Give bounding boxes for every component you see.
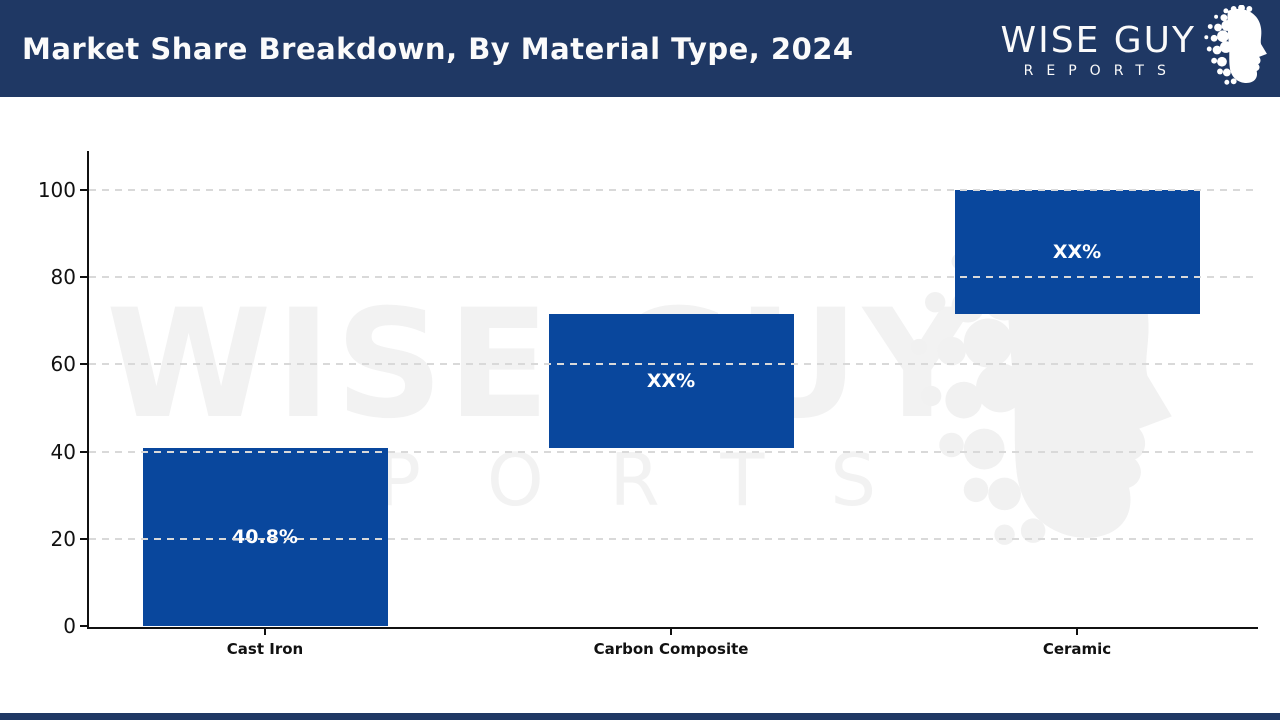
gridline: [89, 450, 1256, 453]
y-axis-tick-label: 60: [50, 352, 76, 377]
bar-carbon-composite: XX%: [548, 313, 794, 449]
x-axis-category-label: Ceramic: [1042, 640, 1112, 658]
x-axis-line: [87, 627, 1258, 629]
x-axis-tick-mark: [264, 629, 266, 635]
bar-value-label: 40.8%: [232, 526, 298, 549]
wiseguy-logo-text: WISE GUY REPORTS: [1001, 20, 1197, 79]
x-axis-tick-mark: [670, 629, 672, 635]
y-axis-tick-label: 20: [50, 526, 76, 551]
logo-wordmark: WISE GUY: [1000, 19, 1196, 61]
gridline: [89, 276, 1256, 279]
page-title: Market Share Breakdown, By Material Type…: [22, 31, 854, 66]
y-axis-tick-mark: [80, 450, 88, 453]
gridline: [89, 363, 1256, 366]
x-axis-category-label: Carbon Composite: [593, 640, 749, 658]
gridline: [89, 537, 1256, 540]
y-axis-tick-label: 0: [63, 614, 76, 638]
logo-subtitle: REPORTS: [1023, 62, 1179, 79]
x-axis-tick-mark: [1076, 629, 1078, 635]
wiseguy-logo: WISE GUY REPORTS: [1001, 4, 1271, 94]
y-axis-tick-mark: [80, 625, 88, 627]
y-axis-tick-label: 100: [37, 178, 76, 202]
y-axis-tick-mark: [80, 189, 88, 191]
gridline: [89, 189, 1256, 191]
x-axis-category-label: Cast Iron: [226, 640, 304, 658]
footer-bar: [0, 713, 1280, 720]
bar-value-label: XX%: [646, 369, 696, 392]
y-axis-tick-mark: [80, 276, 88, 279]
bar-ceramic: XX%: [954, 190, 1200, 314]
y-axis-tick-label: 40: [50, 439, 76, 464]
y-axis-tick-mark: [80, 537, 88, 540]
bar-cast-iron: 40.8%: [142, 448, 388, 626]
y-axis-tick-label: 80: [50, 265, 76, 290]
y-axis-tick-mark: [80, 363, 88, 366]
bar-value-label: XX%: [1052, 240, 1102, 263]
header-banner: Market Share Breakdown, By Material Type…: [0, 0, 1280, 97]
y-axis-line: [87, 151, 89, 629]
